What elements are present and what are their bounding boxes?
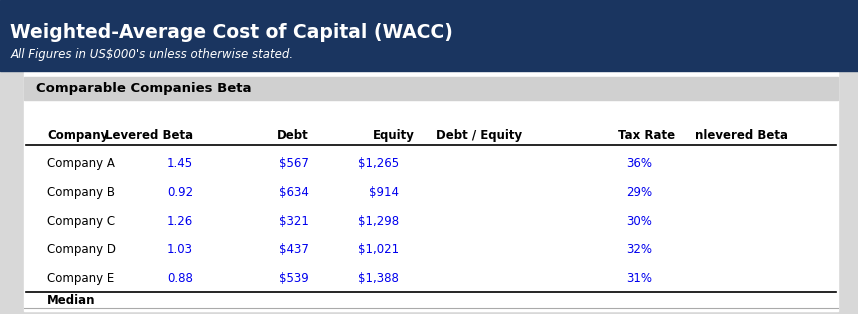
Text: 36%: 36%: [626, 157, 652, 170]
Text: Company C: Company C: [47, 214, 115, 228]
Text: Median: Median: [47, 294, 96, 307]
Text: 30%: 30%: [626, 214, 652, 228]
Text: Company B: Company B: [47, 186, 115, 199]
Text: $567: $567: [279, 157, 309, 170]
Text: nlevered Beta: nlevered Beta: [695, 128, 788, 142]
Text: Tax Rate: Tax Rate: [618, 128, 675, 142]
Text: Debt / Equity: Debt / Equity: [436, 128, 522, 142]
Text: $1,021: $1,021: [358, 243, 399, 257]
Bar: [24, 77, 838, 100]
Text: Levered Beta: Levered Beta: [105, 128, 193, 142]
Text: $1,265: $1,265: [358, 157, 399, 170]
Text: Equity: Equity: [373, 128, 415, 142]
Text: 0.92: 0.92: [167, 186, 193, 199]
Bar: [0, 0, 858, 71]
Text: $1,388: $1,388: [358, 272, 399, 285]
Text: 32%: 32%: [626, 243, 652, 257]
Text: Company E: Company E: [47, 272, 114, 285]
Text: 29%: 29%: [626, 186, 652, 199]
Bar: [24, 71, 838, 311]
Text: $914: $914: [369, 186, 399, 199]
Text: Company D: Company D: [47, 243, 116, 257]
Text: $1,298: $1,298: [358, 214, 399, 228]
Text: Comparable Companies Beta: Comparable Companies Beta: [36, 82, 251, 95]
Text: $539: $539: [279, 272, 309, 285]
Text: $634: $634: [279, 186, 309, 199]
Text: 31%: 31%: [626, 272, 652, 285]
Text: Company: Company: [47, 128, 108, 142]
Text: Weighted-Average Cost of Capital (WACC): Weighted-Average Cost of Capital (WACC): [10, 24, 453, 42]
Text: 1.26: 1.26: [166, 214, 193, 228]
Text: 1.03: 1.03: [167, 243, 193, 257]
Text: Debt: Debt: [277, 128, 309, 142]
Text: 1.45: 1.45: [167, 157, 193, 170]
Text: 0.88: 0.88: [167, 272, 193, 285]
Text: Company A: Company A: [47, 157, 115, 170]
Text: $437: $437: [279, 243, 309, 257]
Text: All Figures in US$000's unless otherwise stated.: All Figures in US$000's unless otherwise…: [10, 47, 293, 61]
Text: $321: $321: [279, 214, 309, 228]
